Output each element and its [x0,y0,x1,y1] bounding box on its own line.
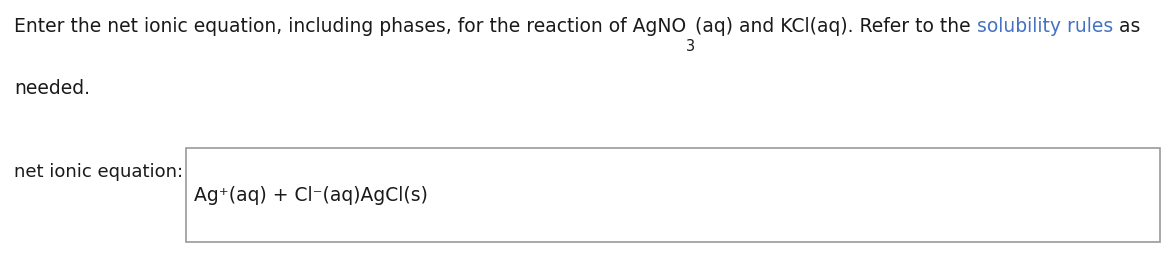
Text: as: as [1114,17,1141,36]
Text: net ionic equation:: net ionic equation: [14,163,183,181]
Text: solubility rules: solubility rules [977,17,1114,36]
Text: Enter the net ionic equation, including phases, for the reaction of AgNO: Enter the net ionic equation, including … [14,17,687,36]
Text: needed.: needed. [14,79,91,98]
Text: 3: 3 [687,39,695,54]
Bar [186,148,1160,242]
Text: (aq) and KCl(aq). Refer to the: (aq) and KCl(aq). Refer to the [695,17,977,36]
Text: Ag⁺(aq) + Cl⁻(aq)AgCl(s): Ag⁺(aq) + Cl⁻(aq)AgCl(s) [194,186,428,204]
